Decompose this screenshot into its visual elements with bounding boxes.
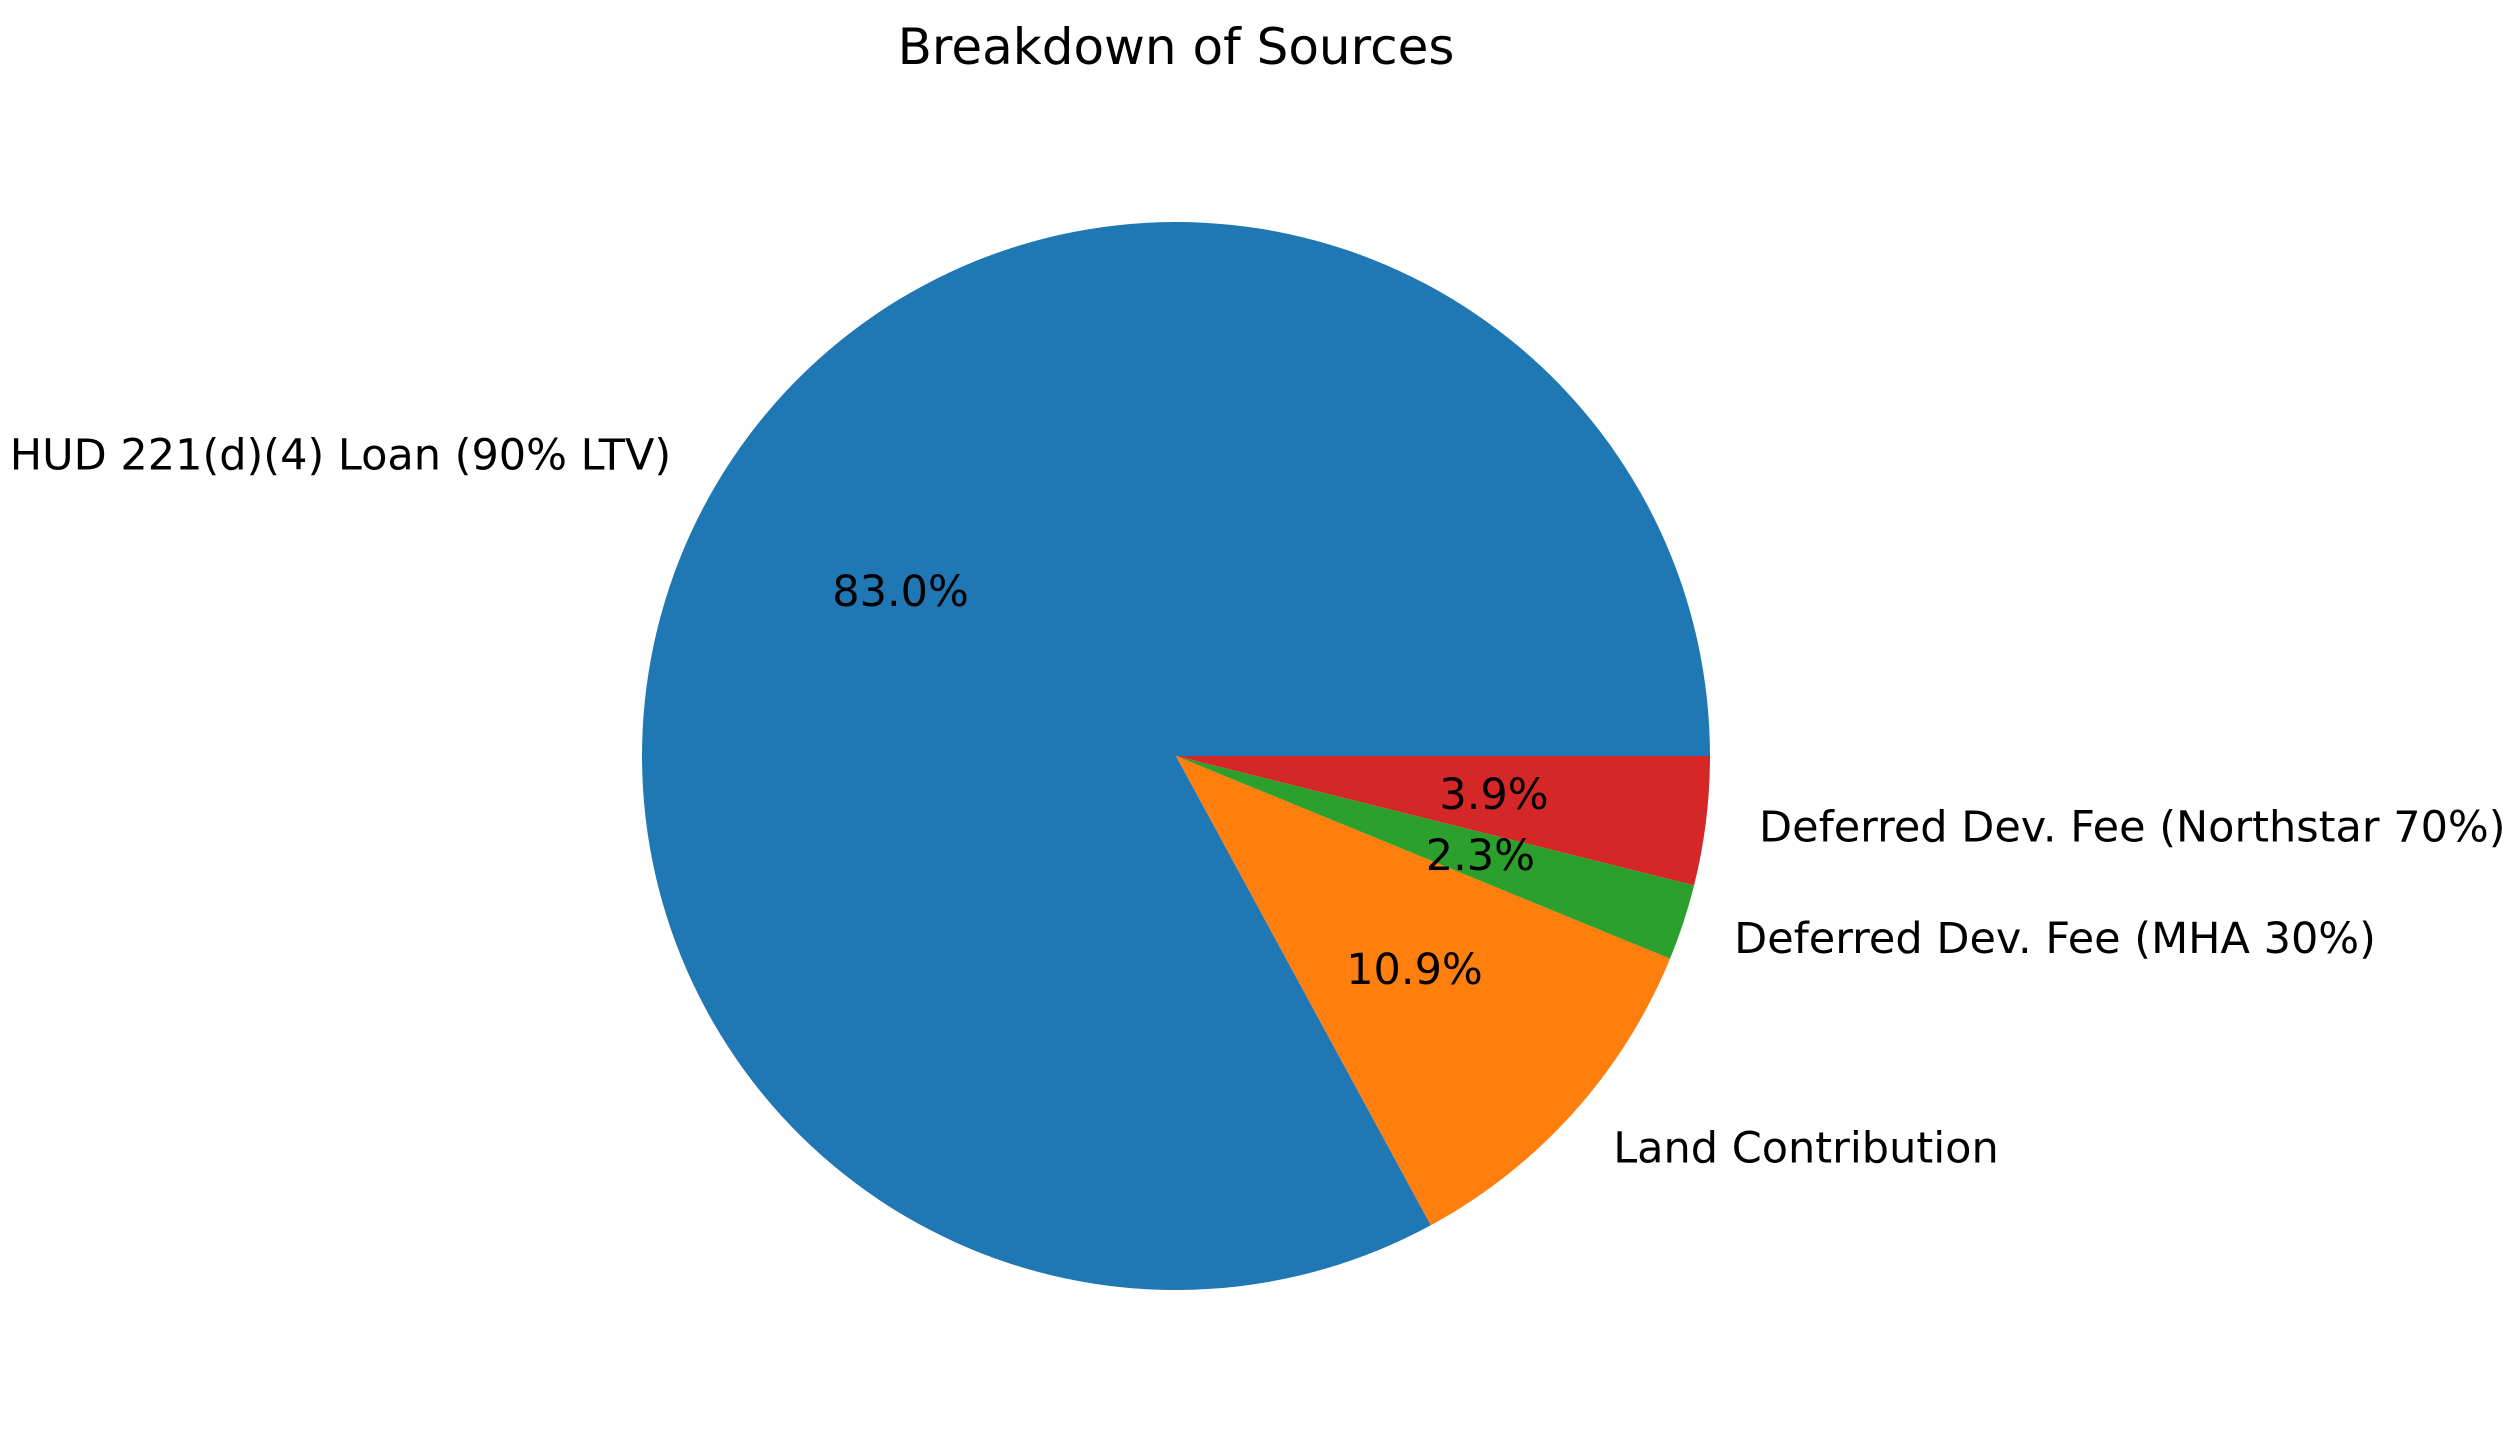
slice-label-deferred-dev-fee-northstar-70: Deferred Dev. Fee (Northstar 70%) (1759, 803, 2506, 853)
pie-slices-group (642, 222, 1710, 1291)
slice-label-hud-221-d-4-loan-90-ltv: HUD 221(d)(4) Loan (90% LTV) (10, 431, 671, 481)
pie-labels-group: 83.0% HUD 221(d)(4) Loan (90% LTV) 10.9% La… (10, 431, 2506, 1174)
pct-label-land-contribution: 10.9% (1346, 945, 1483, 995)
chart-title: Breakdown of Sources (898, 18, 1455, 76)
slice-label-deferred-dev-fee-mha-30: Deferred Dev. Fee (MHA 30%) (1734, 914, 2376, 964)
pct-label-deferred-dev-fee-mha-30: 2.3% (1426, 831, 1535, 881)
pie-slice-land-contribution (1176, 756, 1671, 1226)
pct-label-hud-221-d-4-loan-90-ltv: 83.0% (832, 567, 969, 617)
pie-slice-hud-221-d-4-loan-90-ltv (642, 222, 1710, 1291)
pie-slice-deferred-dev-fee-northstar-70 (1176, 756, 1710, 886)
pie-slice-deferred-dev-fee-mha-30 (1176, 756, 1695, 959)
slice-label-land-contribution: Land Contribution (1613, 1123, 1999, 1173)
pct-label-deferred-dev-fee-northstar-70: 3.9% (1439, 770, 1548, 820)
